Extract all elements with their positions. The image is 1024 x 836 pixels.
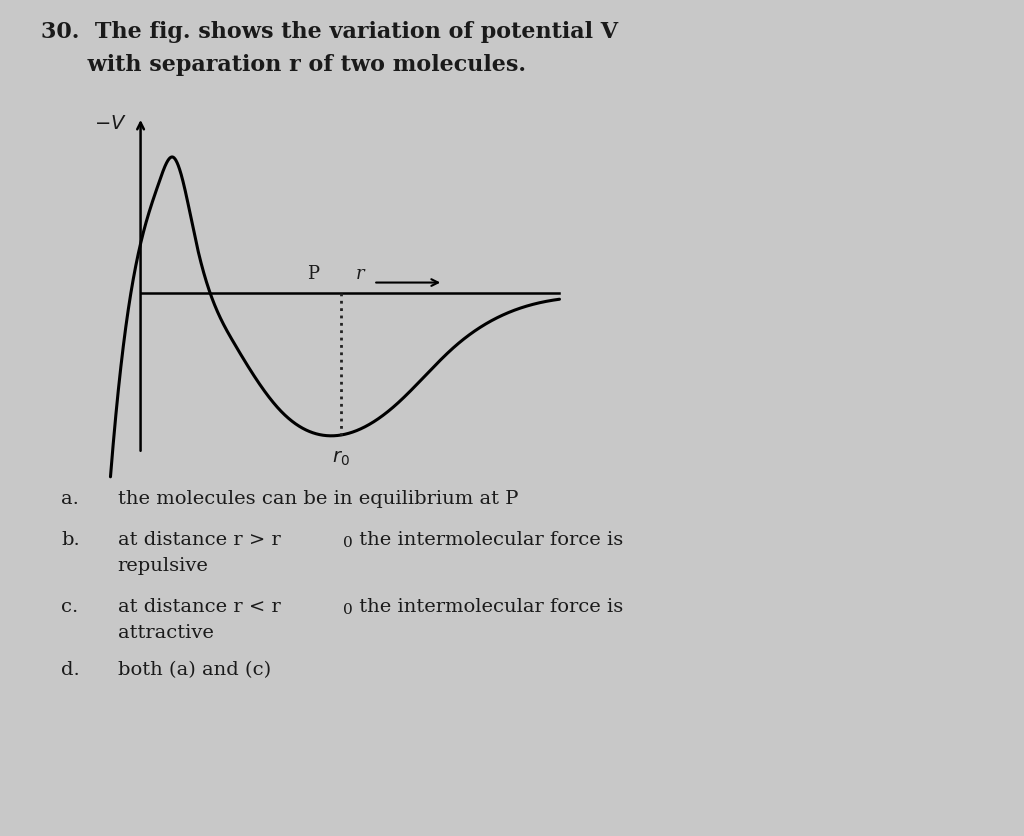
Text: d.: d. — [61, 660, 80, 679]
Text: b.: b. — [61, 531, 80, 549]
Text: the intermolecular force is: the intermolecular force is — [353, 598, 624, 616]
Text: the intermolecular force is: the intermolecular force is — [353, 531, 624, 549]
Text: $r_0$: $r_0$ — [332, 449, 349, 467]
Text: 30.  The fig. shows the variation of potential V: 30. The fig. shows the variation of pote… — [41, 21, 618, 43]
Text: at distance r < r: at distance r < r — [118, 598, 281, 616]
Text: a.: a. — [61, 489, 79, 507]
Text: $-V$: $-V$ — [94, 115, 127, 133]
Text: both (a) and (c): both (a) and (c) — [118, 660, 271, 679]
Text: 0: 0 — [343, 602, 353, 616]
Text: repulsive: repulsive — [118, 556, 209, 574]
Text: attractive: attractive — [118, 623, 214, 641]
Text: r: r — [355, 265, 364, 283]
Text: P: P — [307, 265, 318, 283]
Text: at distance r > r: at distance r > r — [118, 531, 281, 549]
Text: c.: c. — [61, 598, 79, 616]
Text: the molecules can be in equilibrium at P: the molecules can be in equilibrium at P — [118, 489, 518, 507]
Text: 0: 0 — [343, 535, 353, 549]
Text: with separation r of two molecules.: with separation r of two molecules. — [41, 54, 526, 76]
